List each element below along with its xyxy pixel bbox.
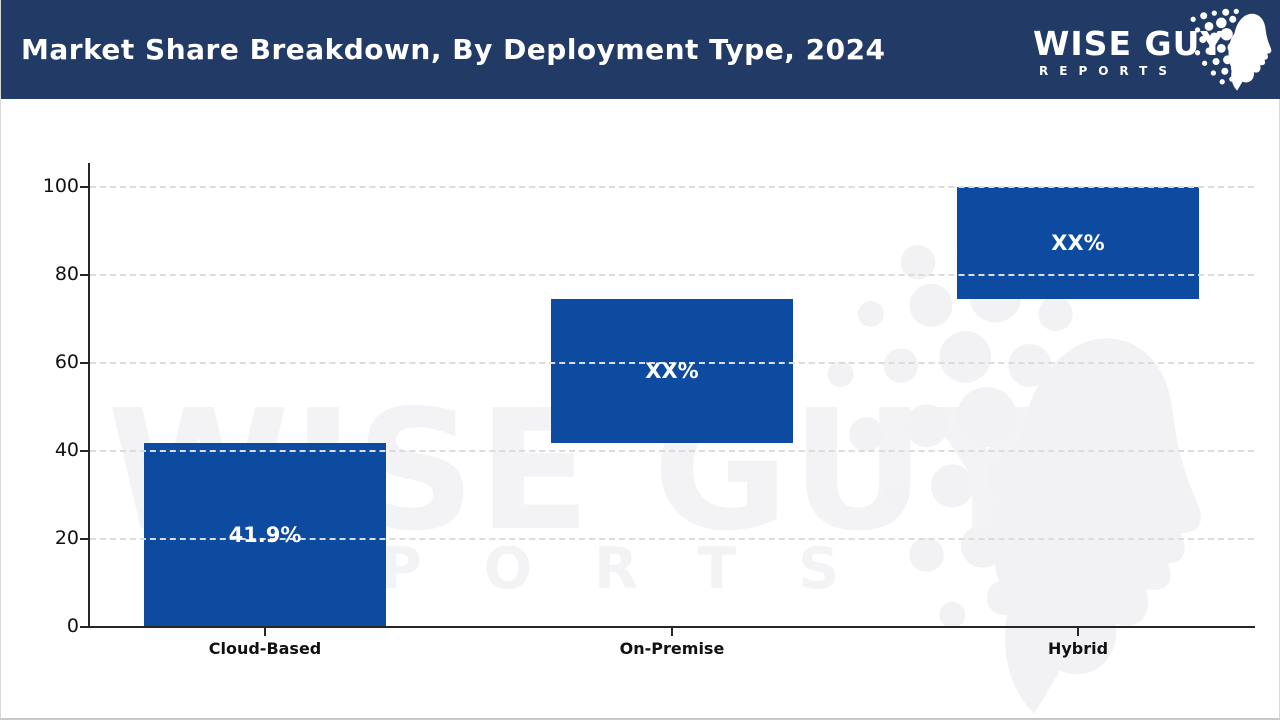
bar [957, 187, 1199, 300]
y-axis-line [88, 163, 90, 628]
y-axis-tick-label: 20 [54, 527, 79, 549]
y-axis-tick [80, 274, 88, 276]
y-axis-tick [80, 186, 88, 188]
bar-value-label: 41.9% [228, 522, 302, 547]
brand-logo: WISE GUY REPORTS [1005, 4, 1275, 96]
y-axis-tick-label: 40 [54, 439, 79, 461]
chart-area: WISE GUY REPORTS 0 20 40 60 80 100 41.9% XX% XX%… [1, 99, 1280, 718]
bar-value-label: XX% [1051, 231, 1105, 256]
gridline [90, 186, 1254, 188]
logo-subtitle: REPORTS [1039, 64, 1178, 78]
y-axis-tick [80, 538, 88, 540]
y-axis-tick-label: 0 [66, 615, 79, 637]
y-axis-tick [80, 450, 88, 452]
gridline [90, 362, 1254, 364]
header-bar: Market Share Breakdown, By Deployment Ty… [1, 0, 1280, 99]
bar-value-label: XX% [645, 358, 699, 383]
x-axis-category-label: Hybrid [1047, 639, 1109, 658]
gridline [90, 450, 1254, 452]
bar [144, 442, 386, 627]
y-axis-tick [80, 362, 88, 364]
x-axis-category-label: Cloud-Based [208, 639, 322, 658]
x-axis-tick [264, 628, 266, 636]
x-axis-line [88, 626, 1255, 628]
y-axis-tick-label: 100 [42, 175, 79, 197]
y-axis-tick [80, 626, 88, 628]
bar [551, 299, 793, 443]
y-axis-tick-label: 60 [54, 351, 79, 373]
gridline [90, 538, 1254, 540]
x-axis-tick [1077, 628, 1079, 636]
page-title: Market Share Breakdown, By Deployment Ty… [21, 33, 886, 66]
x-axis-tick [671, 628, 673, 636]
x-axis-category-label: On-Premise [619, 639, 725, 658]
y-axis-tick-label: 80 [54, 263, 79, 285]
face-profile-dots-icon [1190, 8, 1272, 91]
gridline [90, 274, 1254, 276]
